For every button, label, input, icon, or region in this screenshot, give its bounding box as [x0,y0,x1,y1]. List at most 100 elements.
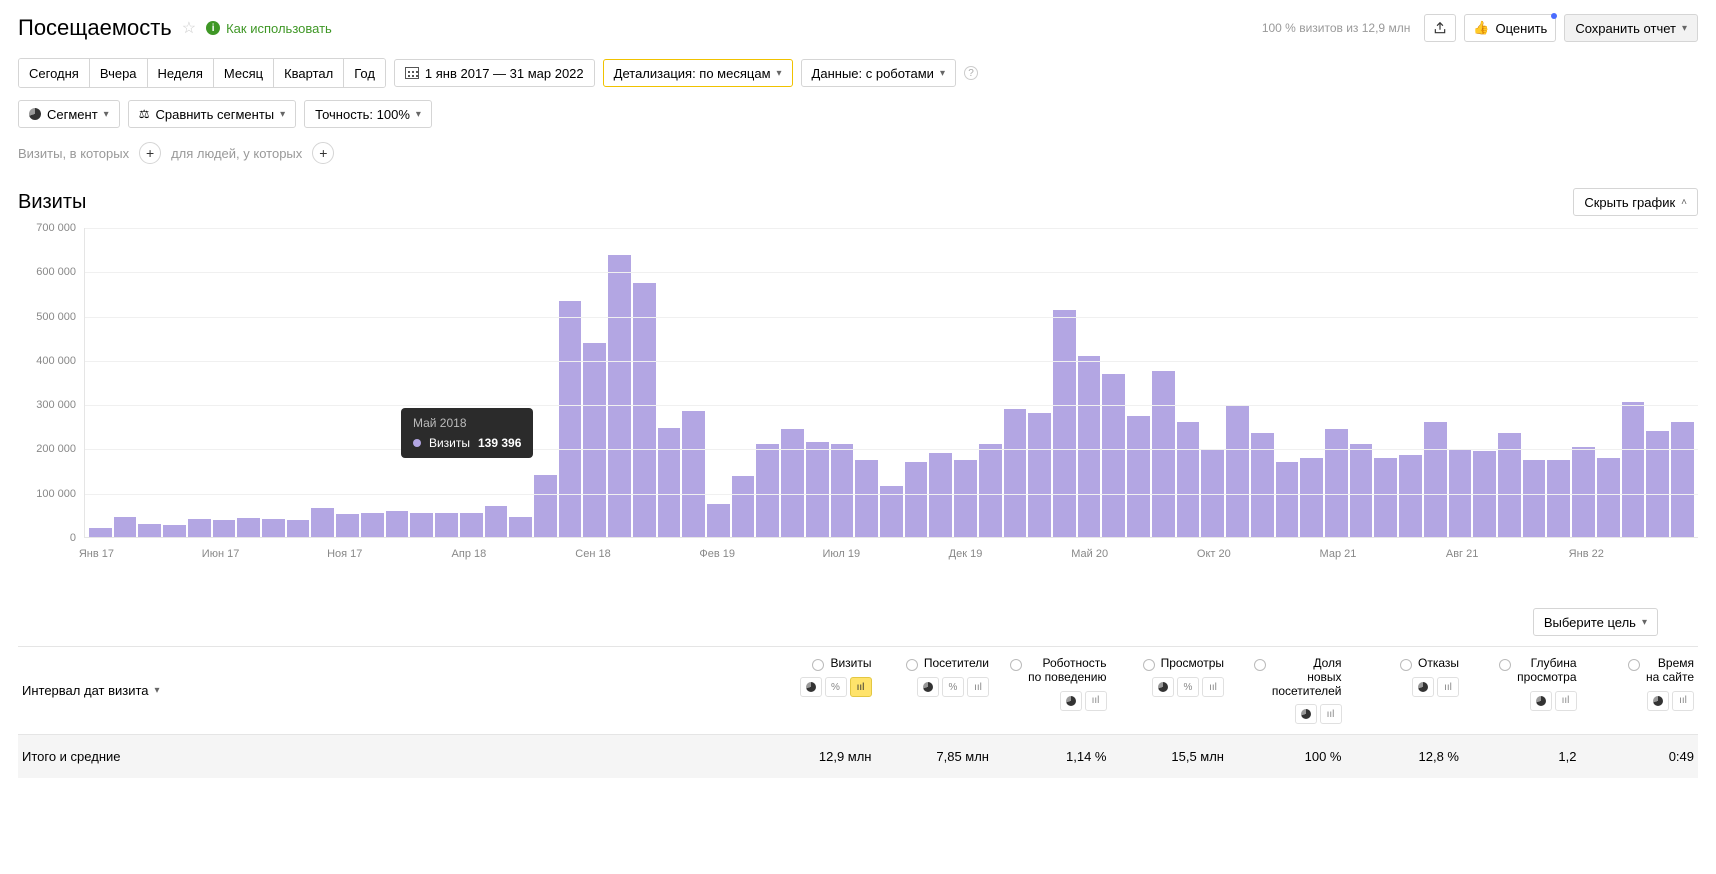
chart-bar[interactable] [1374,458,1397,537]
chart-bar[interactable] [311,508,334,537]
chart-bar[interactable] [1177,422,1200,537]
chart-bar[interactable] [1572,447,1595,537]
column-radio[interactable] [1010,659,1022,671]
chart-bar[interactable] [287,520,310,537]
chart-bar[interactable] [435,513,458,537]
compare-segments-dropdown[interactable]: ⚖ Сравнить сегменты ▾ [128,100,296,128]
pie-view-button[interactable] [1152,677,1174,697]
period-Сегодня[interactable]: Сегодня [19,59,90,87]
chart-bar[interactable] [732,476,755,537]
chart-bar[interactable] [855,460,878,537]
column-radio[interactable] [1499,659,1511,671]
chart-bar[interactable] [1152,371,1175,537]
column-header[interactable]: Посетители%ııl [876,647,994,734]
chart-bar[interactable] [583,343,606,537]
chart-bar[interactable] [1399,455,1422,537]
pie-view-button[interactable] [1412,677,1434,697]
chart-bar[interactable] [682,411,705,537]
period-Месяц[interactable]: Месяц [214,59,274,87]
column-radio[interactable] [1254,659,1266,671]
pie-view-button[interactable] [1530,691,1552,711]
visits-chart[interactable]: 0100 000200 000300 000400 000500 000600 … [18,228,1698,568]
column-radio[interactable] [812,659,824,671]
pie-view-button[interactable] [800,677,822,697]
add-visit-filter[interactable]: + [139,142,161,164]
bookmark-icon[interactable]: ☆ [182,18,196,38]
column-header[interactable]: Времяна сайтеııl [1581,647,1699,734]
chart-bar[interactable] [485,506,508,537]
chart-bar[interactable] [114,517,137,537]
data-robots-dropdown[interactable]: Данные: с роботами ▾ [801,59,956,87]
add-people-filter[interactable]: + [312,142,334,164]
chart-bar[interactable] [410,513,433,537]
chart-bar[interactable] [1127,416,1150,537]
share-button[interactable] [1424,14,1456,42]
pie-view-button[interactable] [1647,691,1669,711]
bars-view-button[interactable]: ııl [1555,691,1577,711]
chart-bar[interactable] [1102,374,1125,537]
chart-bar[interactable] [781,429,804,537]
howto-link[interactable]: i Как использовать [206,21,332,36]
chart-bar[interactable] [163,525,186,537]
help-icon[interactable]: ? [964,66,978,80]
chart-bar[interactable] [756,444,779,537]
chart-bar[interactable] [954,460,977,537]
chart-bar[interactable] [658,428,681,537]
bars-view-button[interactable]: ııl [967,677,989,697]
chart-bar[interactable] [905,462,928,537]
chart-bar[interactable] [1646,431,1669,537]
chart-bar[interactable] [336,514,359,537]
chart-bar[interactable] [1226,405,1249,537]
bars-view-button[interactable]: ııl [850,677,872,697]
bars-view-button[interactable]: ııl [1437,677,1459,697]
chart-bar[interactable] [1671,422,1694,537]
chart-bar[interactable] [1597,458,1620,537]
column-radio[interactable] [906,659,918,671]
chart-bar[interactable] [1028,413,1051,537]
period-Неделя[interactable]: Неделя [148,59,214,87]
chart-bar[interactable] [262,519,285,537]
chart-bar[interactable] [1424,422,1447,537]
column-header[interactable]: Просмотры%ııl [1111,647,1229,734]
chart-bar[interactable] [806,442,829,537]
chart-bar[interactable] [1004,409,1027,537]
evaluate-button[interactable]: 👍 Оценить [1464,14,1556,42]
pie-view-button[interactable] [917,677,939,697]
sort-indicator-icon[interactable]: ▾ [155,685,160,696]
accuracy-dropdown[interactable]: Точность: 100% ▾ [304,100,432,128]
column-header[interactable]: Роботностьпо поведениюııl [993,647,1111,734]
chart-bar[interactable] [1622,402,1645,537]
column-header[interactable]: Глубинапросмотраııl [1463,647,1581,734]
detail-dropdown[interactable]: Детализация: по месяцам ▾ [603,59,793,87]
column-header[interactable]: Отказыııl [1346,647,1464,734]
column-radio[interactable] [1400,659,1412,671]
pct-view-button[interactable]: % [825,677,847,697]
goal-select[interactable]: Выберите цель ▾ [1533,608,1658,636]
bars-view-button[interactable]: ııl [1672,691,1694,711]
chart-bar[interactable] [138,524,161,537]
chart-bar[interactable] [1078,356,1101,537]
chart-bar[interactable] [831,444,854,537]
date-range-picker[interactable]: 1 янв 2017 — 31 мар 2022 [394,59,595,87]
bars-view-button[interactable]: ııl [1202,677,1224,697]
chart-bar[interactable] [1325,429,1348,537]
chart-bar[interactable] [89,528,112,537]
chart-bar[interactable] [386,511,409,537]
pie-view-button[interactable] [1295,704,1317,724]
chart-bar[interactable] [460,513,483,537]
row-header-label[interactable]: Интервал дат визита [22,683,149,698]
chart-bar[interactable] [188,519,211,537]
chart-bar[interactable] [509,517,532,537]
period-Вчера[interactable]: Вчера [90,59,148,87]
chart-bar[interactable] [213,520,236,537]
chart-bar[interactable] [1300,458,1323,537]
period-Год[interactable]: Год [344,59,385,87]
column-radio[interactable] [1143,659,1155,671]
chart-bar[interactable] [633,283,656,537]
column-header[interactable]: Доляновыхпосетителейııl [1228,647,1346,734]
pct-view-button[interactable]: % [1177,677,1199,697]
column-radio[interactable] [1628,659,1640,671]
chart-bar[interactable] [361,513,384,537]
period-Квартал[interactable]: Квартал [274,59,344,87]
pie-view-button[interactable] [1060,691,1082,711]
